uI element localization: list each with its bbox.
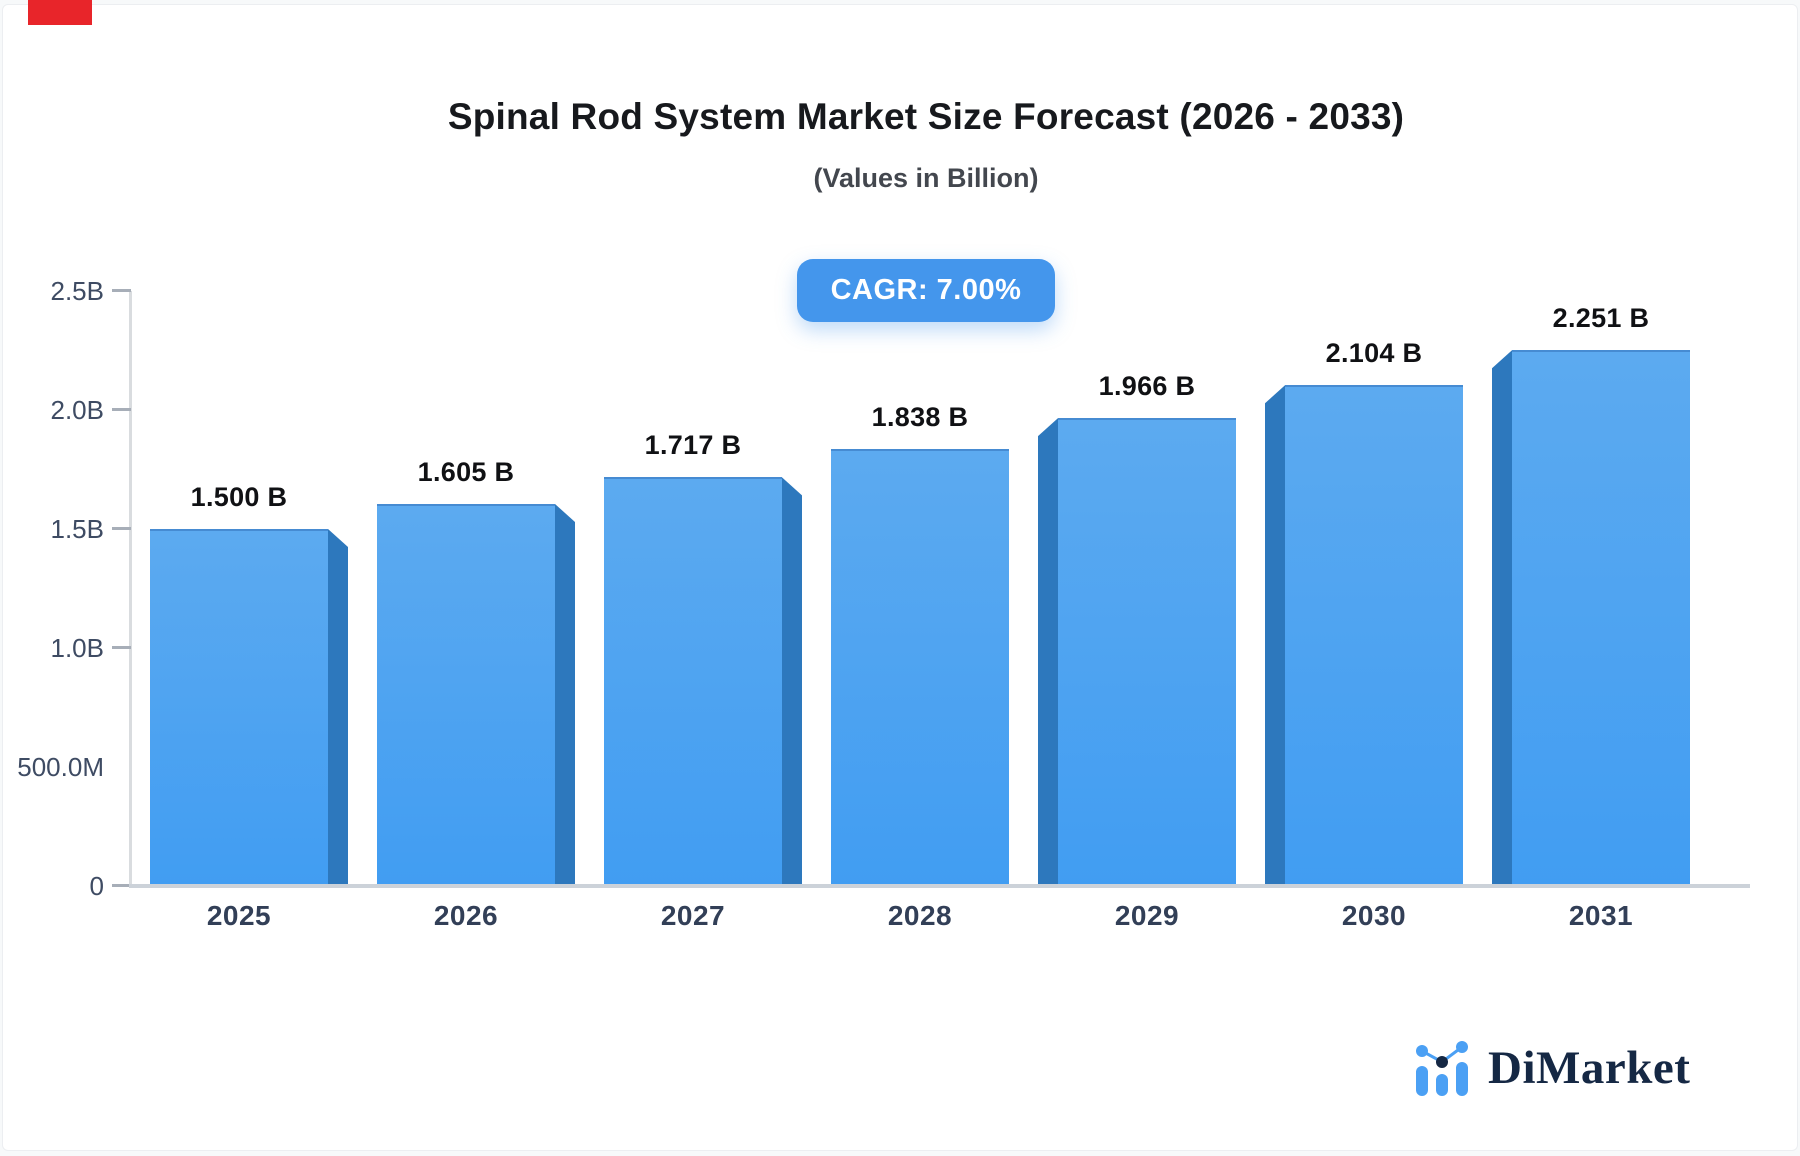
x-axis-label: 2029 [1114, 900, 1180, 931]
x-axis-label: 2025 [206, 900, 272, 931]
bar-value-label: 1.966 B [1098, 371, 1196, 402]
y-axis-line [129, 291, 132, 886]
y-axis-label: 500.0M [17, 752, 104, 782]
x-axis-label: 2030 [1341, 900, 1407, 931]
bar-2031 [1512, 350, 1690, 886]
x-axis-label: 2027 [660, 900, 726, 931]
chart-title: Spinal Rod System Market Size Forecast (… [447, 96, 1405, 137]
logo-text: DiMarket [1488, 1042, 1691, 1094]
y-axis-label: 1.5B [50, 514, 105, 544]
bar-2026 [377, 504, 555, 886]
y-axis-tick-mark [112, 527, 131, 530]
x-axis-label: 2031 [1568, 900, 1634, 931]
bar-value-label: 1.500 B [190, 482, 288, 512]
bar-value-label: 1.838 B [871, 401, 969, 432]
red-marker [28, 0, 92, 25]
bar-value-label: 2.251 B [1552, 303, 1650, 334]
bar-2029 [1058, 418, 1236, 886]
y-axis-tick-mark [112, 884, 131, 887]
bar-side-panel [328, 529, 348, 886]
bar-side-panel [1038, 418, 1058, 886]
y-axis-tick-mark [112, 408, 131, 411]
chart-subtitle: (Values in Billion) [813, 163, 1039, 193]
bar-value-label: 2.104 B [1325, 338, 1423, 369]
y-axis-tick-mark [112, 646, 131, 649]
bar-2025 [150, 529, 328, 886]
bar-value-label: 1.605 B [417, 457, 515, 487]
bar-2030 [1285, 385, 1463, 886]
bar-side-panel [1492, 350, 1512, 886]
bar-2027 [604, 477, 782, 886]
cagr-badge: CAGR: 7.00% [796, 259, 1056, 322]
x-axis-label: 2026 [433, 900, 499, 931]
y-axis-label: 1.0B [50, 633, 105, 663]
bar-2028 [831, 448, 1009, 886]
bar-side-panel [782, 477, 802, 886]
x-axis-label: 2028 [887, 900, 953, 931]
mini-bar-chart-icon [1416, 1041, 1468, 1096]
bar-value-label: 1.717 B [644, 430, 742, 461]
y-axis-label: 0 [89, 871, 104, 901]
y-axis-label: 2.5B [50, 276, 105, 306]
cagr-badge-row: CAGR: 7.00% [52, 259, 1800, 322]
dimarket-logo: DiMarket [1412, 1038, 1690, 1098]
bar-side-panel [1265, 385, 1285, 886]
y-axis-label: 2.0B [50, 395, 105, 425]
x-axis-baseline [129, 884, 1750, 888]
y-axis-tick-mark [112, 289, 131, 292]
bar-side-panel [555, 504, 575, 886]
